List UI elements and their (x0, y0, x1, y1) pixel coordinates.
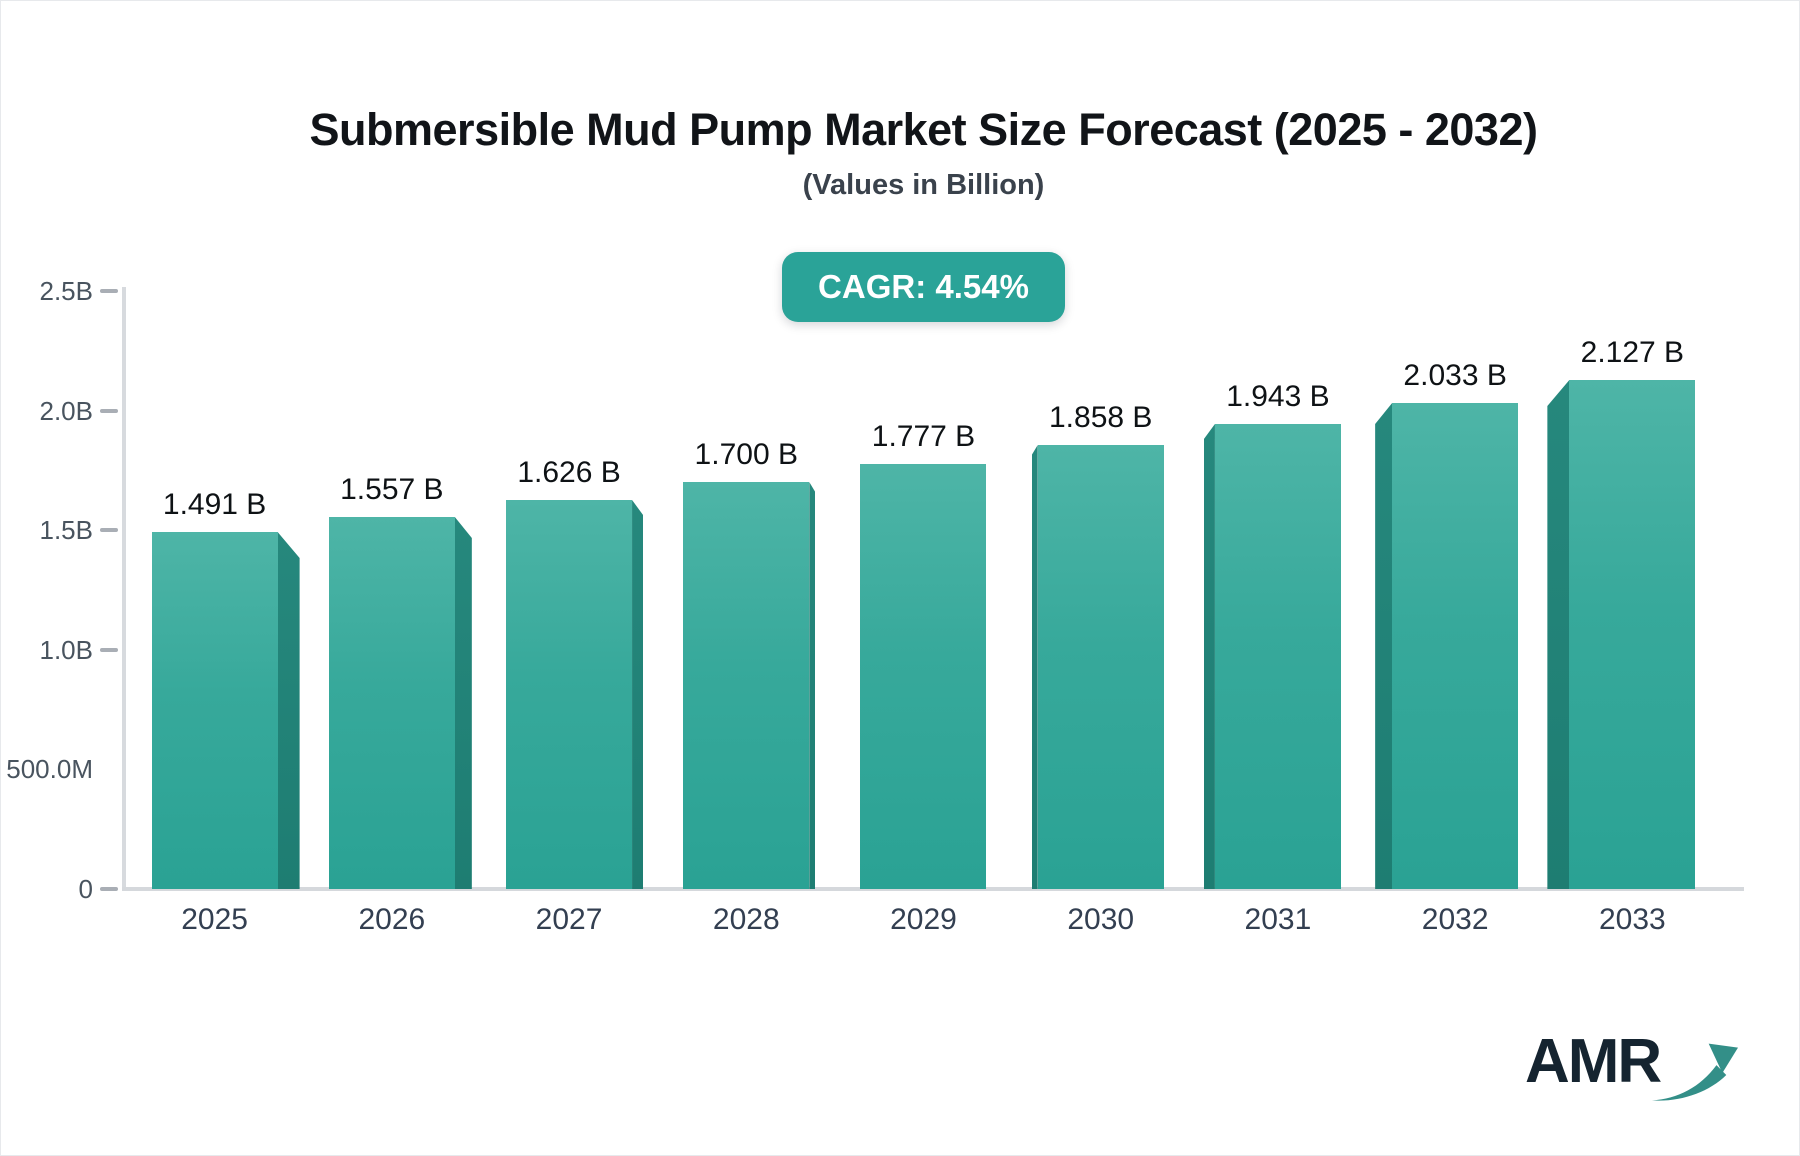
bar-value-label-2032: 2.033 B (1403, 359, 1507, 392)
bar-slot-2033: 2.127 B 2033 (1544, 251, 1721, 936)
x-axis-label-2028: 2028 (712, 903, 780, 936)
x-axis-label-2027: 2027 (535, 903, 603, 936)
y-tick-label-0: 0 (78, 874, 93, 904)
bar-2032[interactable] (1392, 403, 1519, 889)
x-axis-label-2031: 2031 (1244, 903, 1312, 936)
x-axis-label-2026: 2026 (358, 903, 426, 936)
bar-slot-2031: 1.943 B 2031 (1189, 251, 1366, 936)
y-tick-label-1.5B: 1.5B (39, 515, 94, 546)
bar-slot-2025: 1.491 B 2025 (126, 251, 303, 936)
bar-value-label-2028: 1.700 B (694, 438, 798, 471)
y-tick-dash (100, 528, 118, 533)
y-tick-label-500.0M: 500.0M (6, 754, 93, 785)
y-tick-dash (100, 289, 118, 293)
x-axis-label-2030: 2030 (1067, 903, 1135, 936)
bars-container: 1.491 B 2025 1.557 B 2026 1.626 B 2027 1.700 B… (126, 251, 1721, 936)
bar-2026[interactable] (328, 517, 455, 889)
x-axis-label-2033: 2033 (1598, 903, 1666, 936)
bar-slot-2028: 1.700 B 2028 (658, 251, 835, 936)
x-axis-label-2032: 2032 (1421, 903, 1489, 936)
bar-value-label-2033: 2.127 B (1580, 336, 1685, 369)
bar-2033[interactable] (1569, 380, 1696, 889)
bar-3d-side-2030 (1031, 445, 1038, 889)
bar-value-label-2026: 1.557 B (340, 473, 444, 506)
bar-slot-2026: 1.557 B 2026 (303, 251, 480, 936)
bar-value-label-2030: 1.858 B (1048, 401, 1153, 434)
y-tick-label-1.0B: 1.0B (39, 634, 94, 665)
chart-title: Submersible Mud Pump Market Size Forecas… (309, 104, 1538, 155)
bar-3d-side-2028 (809, 482, 816, 889)
bar-3d-side-2031 (1203, 424, 1215, 889)
chart-subtitle: (Values in Billion) (802, 169, 1045, 201)
y-tick-label-2.5B: 2.5B (39, 276, 94, 306)
bar-slot-2030: 1.858 B 2030 (1012, 251, 1189, 936)
y-tick-dash (100, 408, 118, 413)
bar-2031[interactable] (1214, 424, 1341, 889)
x-axis-label-2025: 2025 (181, 903, 248, 936)
bar-3d-side-2032 (1375, 403, 1393, 889)
amr-logo-text: AMR (1525, 1027, 1662, 1096)
bar-slot-2027: 1.626 B 2027 (480, 251, 657, 936)
bar-2028[interactable] (683, 482, 810, 889)
y-axis-line (122, 287, 126, 890)
bar-slot-2032: 2.033 B 2032 (1367, 251, 1544, 936)
bar-value-label-2031: 1.943 B (1226, 380, 1330, 413)
x-axis-baseline (122, 887, 1744, 891)
bar-3d-side-2025 (277, 532, 300, 889)
bar-value-label-2027: 1.626 B (517, 456, 621, 489)
y-tick-label-2.0B: 2.0B (39, 395, 94, 426)
bar-3d-side-2026 (454, 517, 472, 889)
bar-value-label-2025: 1.491 B (162, 488, 267, 521)
y-tick-dash (100, 887, 118, 891)
chart-header: Submersible Mud Pump Market Size Forecas… (126, 1, 1721, 322)
amr-logo: AMR (1525, 1027, 1739, 1109)
plot-area: 2.5B 2.0B 1.5B 1.0B 500.0M 0 1.491 B 2025 1.557… (6, 251, 1744, 936)
bar-2025[interactable] (151, 532, 278, 889)
bar-2029[interactable] (860, 464, 987, 889)
cagr-badge: CAGR: 4.54% (782, 252, 1065, 322)
bar-slot-2029: 1.777 B 2029 (835, 251, 1012, 936)
bar-2030[interactable] (1037, 445, 1164, 889)
trending-up-arrow-icon (1652, 1043, 1739, 1101)
y-tick-dash (100, 647, 118, 652)
x-axis-label-2029: 2029 (890, 903, 957, 936)
bar-2027[interactable] (506, 500, 633, 889)
bar-3d-side-2033 (1547, 380, 1570, 889)
bar-value-label-2029: 1.777 B (871, 420, 976, 453)
bar-3d-side-2027 (632, 500, 644, 889)
